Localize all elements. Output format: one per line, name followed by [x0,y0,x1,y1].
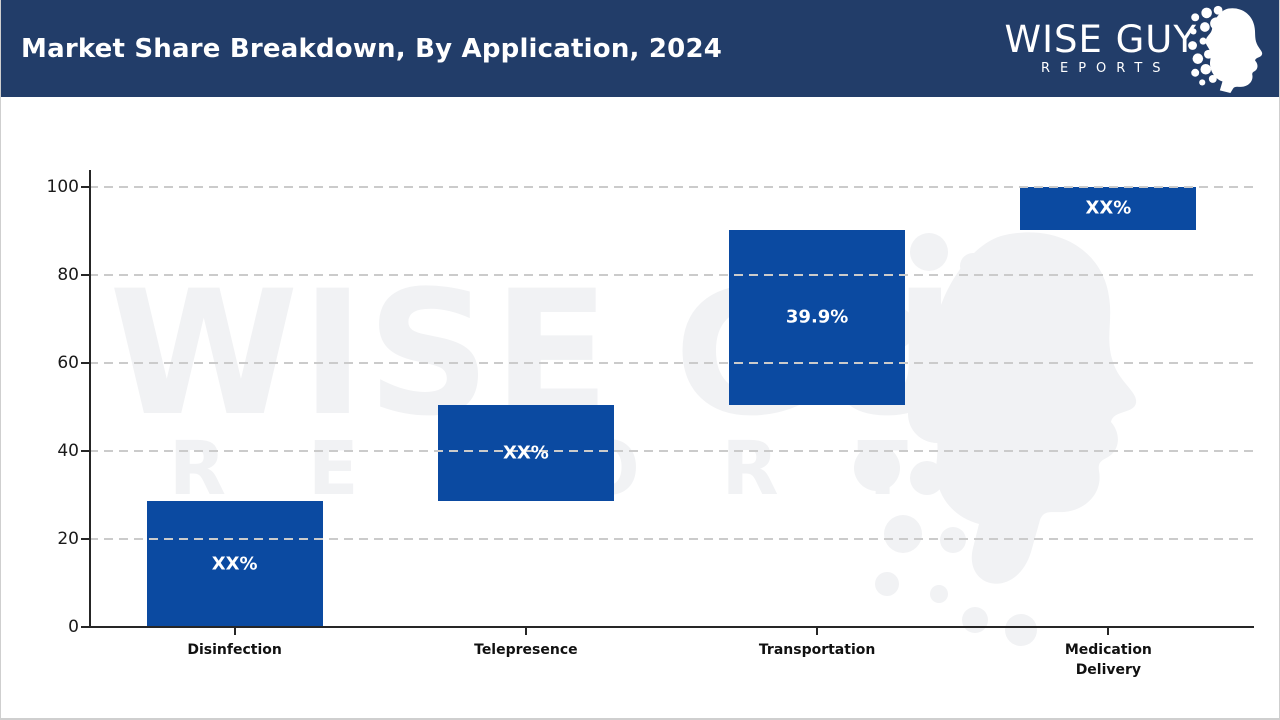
header-bar: Market Share Breakdown, By Application, … [1,0,1279,97]
chart-title: Market Share Breakdown, By Application, … [21,33,723,64]
x-axis [89,626,1254,628]
brand-logo: WISE GUY REPORTS [1005,5,1267,93]
wiseguy-face-icon [1188,5,1263,93]
y-tick-label: 100 [46,177,79,197]
bar-value-label: 39.9% [785,306,849,328]
y-tick-mark [81,626,89,628]
gridline [89,450,1254,452]
y-tick-mark [81,450,89,452]
y-tick-mark [81,538,89,540]
gridline [89,538,1254,540]
x-tick-label: Transportation [758,642,876,658]
y-tick-label: 0 [68,617,79,637]
bar-disinfection [146,500,323,627]
bar-value-label: XX% [1085,197,1132,219]
x-tick-mark [816,627,819,635]
x-tick-label: Telepresence [474,642,578,658]
gridline [89,186,1254,188]
bar-medication-delivery [1020,187,1197,230]
bar-value-label: XX% [502,442,549,464]
y-tick-mark [81,274,89,276]
x-tick-label: Disinfection [187,642,282,658]
y-tick-mark [81,362,89,364]
x-tick-mark [233,627,236,635]
y-tick-label: 60 [57,353,79,373]
x-tick-mark [524,627,527,635]
bar-telepresence [437,405,614,501]
brand-logo-text: WISE GUY REPORTS [1004,17,1197,77]
x-tick-mark [1107,627,1110,635]
gridline [89,274,1254,276]
brand-subtitle: REPORTS [1040,61,1171,77]
bar-transportation [729,229,906,406]
bar-value-label: XX% [211,553,258,575]
y-axis [89,170,91,628]
y-tick-mark [81,186,89,188]
y-tick-label: 20 [57,529,79,549]
y-tick-label: 40 [57,441,79,461]
gridline [89,362,1254,364]
x-tick-label: Medication Delivery [1064,642,1152,679]
y-tick-label: 80 [57,265,79,285]
brand-name: WISE GUY [1004,17,1197,61]
